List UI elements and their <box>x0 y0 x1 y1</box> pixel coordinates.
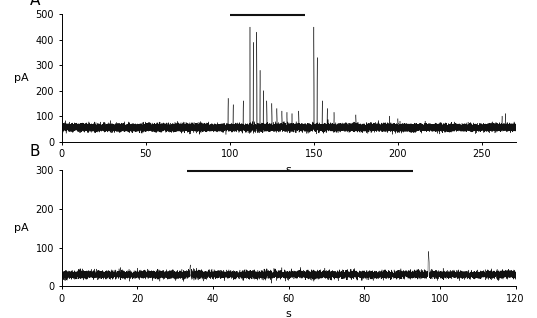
Text: B: B <box>30 143 40 158</box>
X-axis label: s: s <box>286 309 292 318</box>
Text: A: A <box>30 0 40 8</box>
Y-axis label: pA: pA <box>14 73 29 83</box>
Y-axis label: pA: pA <box>14 223 29 233</box>
X-axis label: s: s <box>286 165 292 175</box>
